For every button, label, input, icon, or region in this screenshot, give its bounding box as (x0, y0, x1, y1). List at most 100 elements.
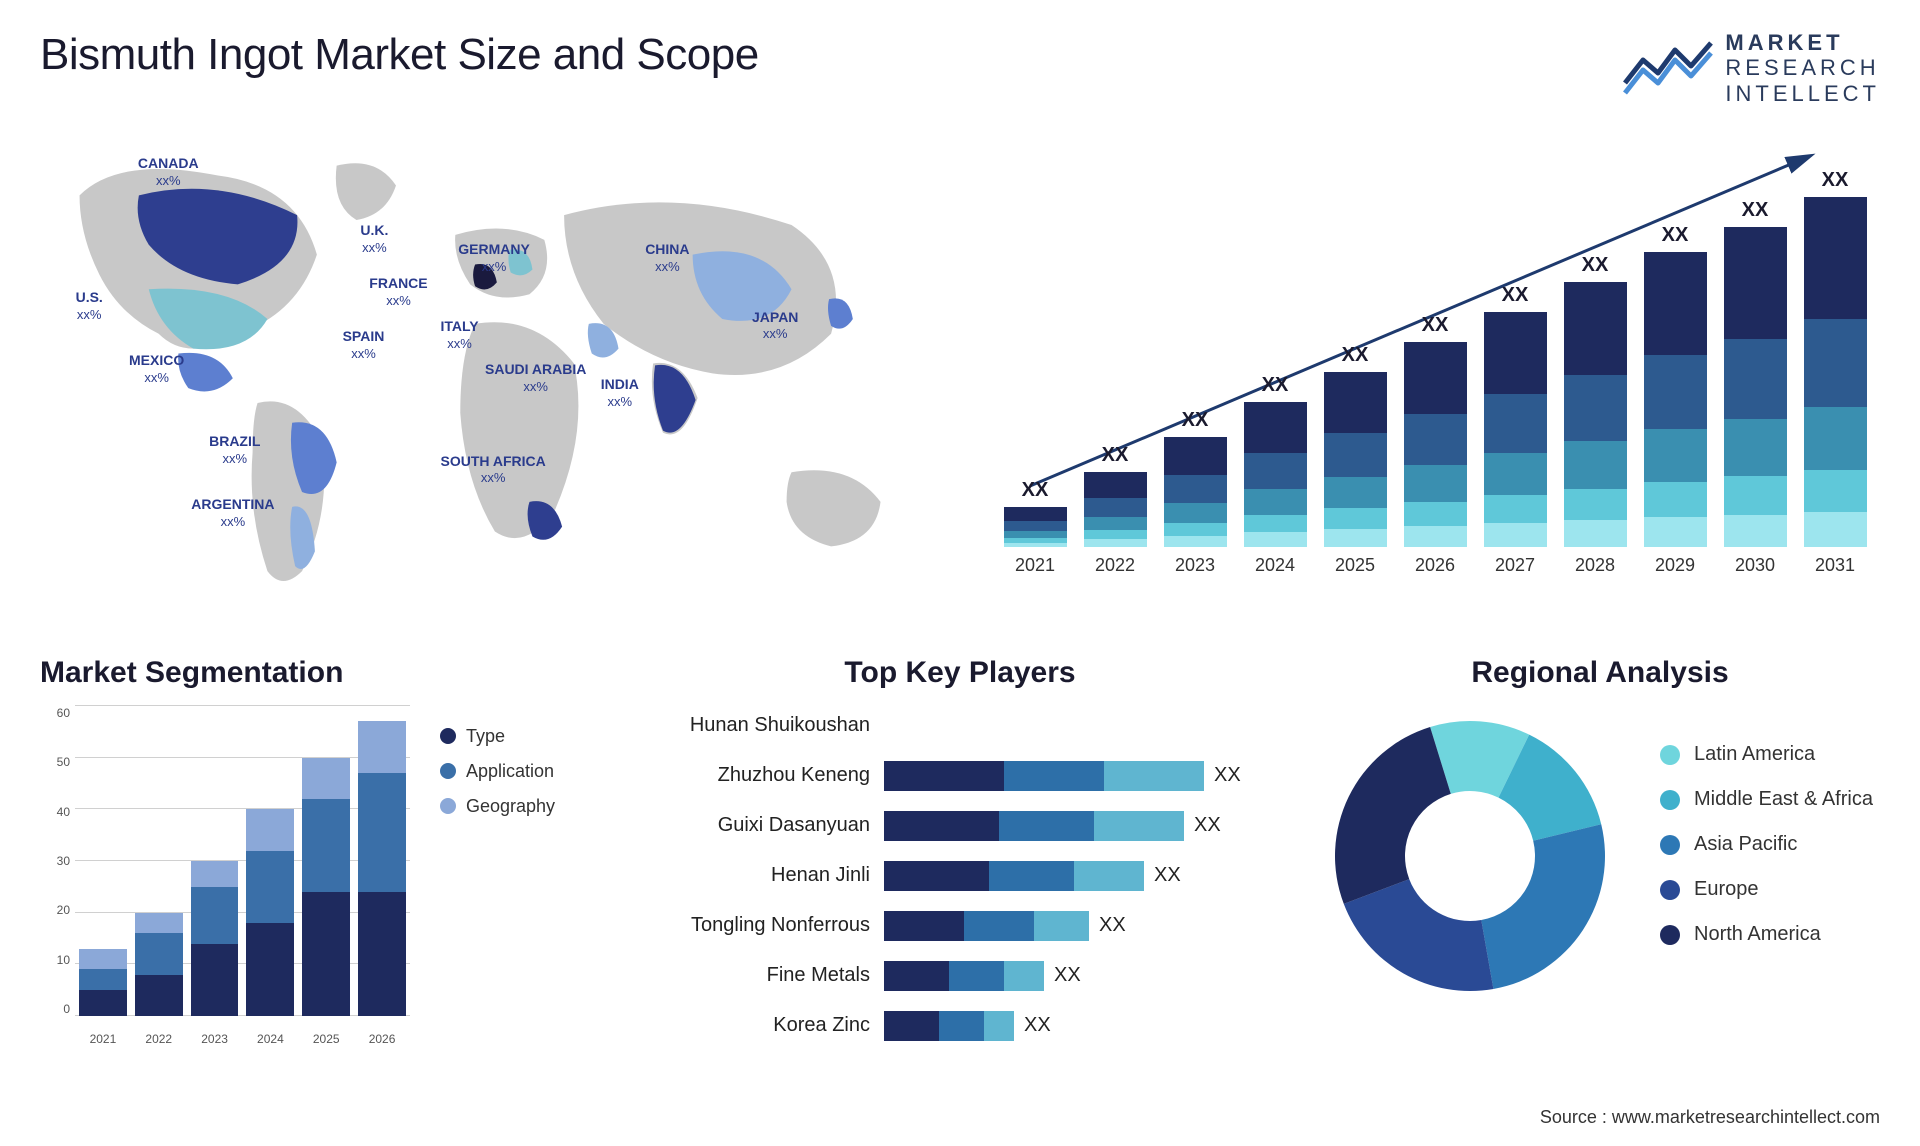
growth-value-label: XX (1022, 479, 1049, 502)
map-label-italy: ITALYxx% (441, 318, 479, 352)
growth-value-label: XX (1422, 314, 1449, 337)
player-name: Henan Jinli (640, 864, 870, 887)
map-label-uk: U.K.xx% (360, 222, 388, 256)
growth-bar-2024: XX 2024 (1240, 156, 1310, 576)
regional-panel: Regional Analysis Latin America Middle Ea… (1320, 656, 1880, 1076)
player-value-label: XX (1194, 814, 1221, 837)
logo-mark-icon (1623, 38, 1713, 98)
regional-legend-item: Asia Pacific (1660, 833, 1880, 856)
page-title: Bismuth Ingot Market Size and Scope (40, 30, 759, 80)
growth-year-label: 2023 (1175, 555, 1215, 576)
growth-value-label: XX (1742, 199, 1769, 222)
seg-legend-geography: Geography (440, 796, 600, 817)
seg-bar-2024 (246, 809, 294, 1016)
player-row: Fine MetalsXX (640, 956, 1280, 996)
growth-bar-2023: XX 2023 (1160, 156, 1230, 576)
growth-value-label: XX (1342, 344, 1369, 367)
growth-bar-2026: XX 2026 (1400, 156, 1470, 576)
player-row: Zhuzhou Keneng XX (640, 756, 1280, 796)
growth-value-label: XX (1102, 444, 1129, 467)
map-japan (828, 298, 853, 328)
player-name: Hunan Shuikoushan (640, 714, 870, 737)
seg-bar-2021 (79, 949, 127, 1016)
player-row: Guixi Dasanyuan XX (640, 806, 1280, 846)
map-label-argentina: ARGENTINAxx% (191, 496, 274, 530)
player-row: Henan Jinli XX (640, 856, 1280, 896)
logo-text: MARKET RESEARCH INTELLECT (1725, 30, 1880, 106)
growth-bar-2021: XX 2021 (1000, 156, 1070, 576)
growth-year-label: 2026 (1415, 555, 1455, 576)
map-label-china: CHINAxx% (645, 241, 689, 275)
seg-legend-type: Type (440, 726, 600, 747)
player-name: Guixi Dasanyuan (640, 814, 870, 837)
seg-bar-2025 (302, 758, 350, 1016)
map-label-mexico: MEXICOxx% (129, 352, 184, 386)
segmentation-chart: 6050403020100 202120222023202420252026 (40, 706, 410, 1046)
seg-bar-2022 (135, 913, 183, 1016)
player-value-label: XX (1099, 914, 1126, 937)
seg-legend-application: Application (440, 761, 600, 782)
players-title: Top Key Players (640, 656, 1280, 690)
players-panel: Top Key Players Hunan Shuikoushan Zhuzhou… (640, 656, 1280, 1076)
growth-bar-2028: XX 2028 (1560, 156, 1630, 576)
donut-slice-northamerica (1335, 727, 1451, 904)
player-value-label: XX (1214, 764, 1241, 787)
map-label-spain: SPAINxx% (343, 328, 385, 362)
regional-legend-item: Middle East & Africa (1660, 788, 1880, 811)
growth-value-label: XX (1822, 169, 1849, 192)
map-label-india: INDIAxx% (601, 376, 639, 410)
growth-bar-2025: XX2025 (1320, 156, 1390, 576)
regional-legend: Latin America Middle East & Africa Asia Pa… (1660, 743, 1880, 968)
growth-value-label: XX (1182, 409, 1209, 432)
growth-bar-2022: XX2022 (1080, 156, 1150, 576)
segmentation-panel: Market Segmentation 6050403020100 202120… (40, 656, 600, 1076)
growth-value-label: XX (1662, 224, 1689, 247)
top-section: CANADAxx% U.S.xx% MEXICOxx% BRAZILxx% ARGENT… (40, 136, 1880, 616)
player-name: Tongling Nonferrous (640, 914, 870, 937)
map-south-africa (528, 501, 563, 540)
regional-legend-item: Europe (1660, 878, 1880, 901)
regional-legend-item: North America (1660, 923, 1880, 946)
segmentation-legend: Type Application Geography (440, 706, 600, 1046)
bottom-section: Market Segmentation 6050403020100 202120… (40, 656, 1880, 1076)
player-name: Korea Zinc (640, 1014, 870, 1037)
regional-legend-item: Latin America (1660, 743, 1880, 766)
player-value-label: XX (1024, 1014, 1051, 1037)
map-label-southafrica: SOUTH AFRICAxx% (441, 453, 546, 487)
growth-bar-2031: XX 2031 (1800, 156, 1870, 576)
growth-year-label: 2031 (1815, 555, 1855, 576)
growth-bar-2030: XX2030 (1720, 156, 1790, 576)
player-value-label: XX (1054, 964, 1081, 987)
growth-year-label: 2027 (1495, 555, 1535, 576)
growth-year-label: 2028 (1575, 555, 1615, 576)
growth-year-label: 2029 (1655, 555, 1695, 576)
growth-year-label: 2024 (1255, 555, 1295, 576)
growth-value-label: XX (1582, 254, 1609, 277)
map-label-france: FRANCExx% (369, 275, 427, 309)
regional-title: Regional Analysis (1320, 656, 1880, 690)
map-label-saudiarabia: SAUDI ARABIAxx% (485, 361, 586, 395)
player-name: Zhuzhou Keneng (640, 764, 870, 787)
growth-bar-2027: XX 2027 (1480, 156, 1550, 576)
donut-slice-europe (1344, 879, 1494, 991)
player-row: Tongling Nonferrous XX (640, 906, 1280, 946)
player-value-label: XX (1154, 864, 1181, 887)
growth-value-label: XX (1262, 374, 1289, 397)
map-mexico (178, 353, 233, 392)
growth-chart: XX2021XX2022XX2023XX2024XX2025XX2026XX20… (990, 136, 1880, 616)
segmentation-title: Market Segmentation (40, 656, 600, 690)
player-row: Korea Zinc XX (640, 1006, 1280, 1046)
brand-logo: MARKET RESEARCH INTELLECT (1623, 30, 1880, 106)
seg-bar-2023 (191, 861, 239, 1016)
map-label-brazil: BRAZILxx% (209, 433, 260, 467)
donut-slice-asiapacific (1481, 824, 1605, 989)
growth-value-label: XX (1502, 284, 1529, 307)
player-row: Hunan Shuikoushan (640, 706, 1280, 746)
map-label-germany: GERMANYxx% (458, 241, 530, 275)
map-label-canada: CANADAxx% (138, 155, 199, 189)
growth-bar-2029: XX 2029 (1640, 156, 1710, 576)
growth-year-label: 2021 (1015, 555, 1055, 576)
map-label-japan: JAPANxx% (752, 309, 798, 343)
world-map: CANADAxx% U.S.xx% MEXICOxx% BRAZILxx% ARGENT… (40, 136, 930, 616)
map-label-us: U.S.xx% (76, 289, 103, 323)
